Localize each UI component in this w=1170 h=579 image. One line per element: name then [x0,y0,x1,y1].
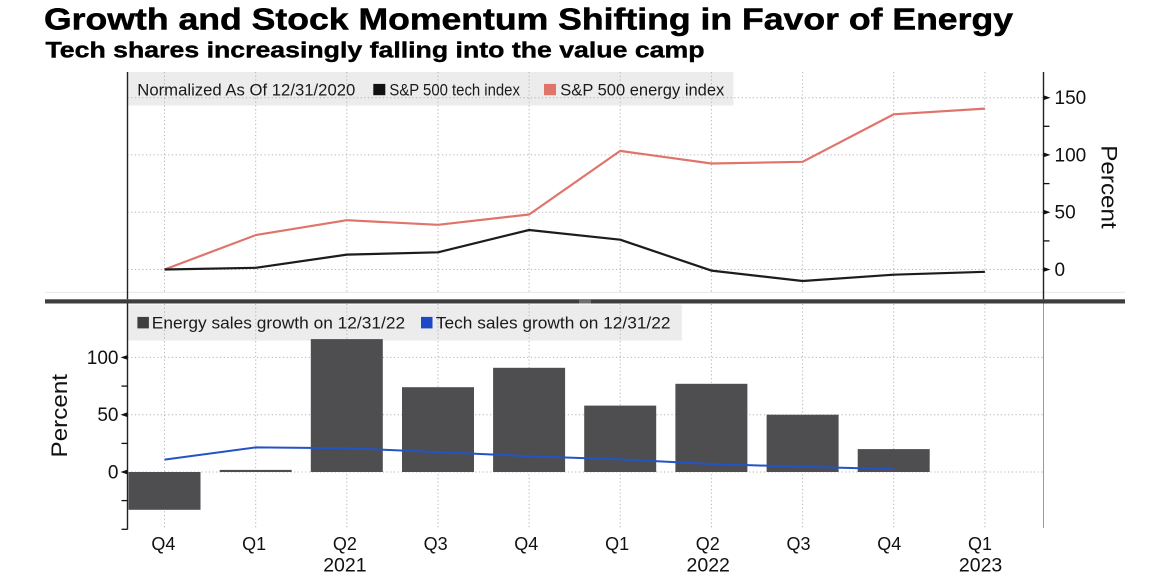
svg-text:Percent: Percent [47,374,72,458]
svg-text:Percent: Percent [1097,145,1122,229]
svg-text:Q2: Q2 [696,534,720,554]
svg-text:2021: 2021 [323,555,366,575]
svg-text:S&P 500 tech index: S&P 500 tech index [389,81,520,100]
svg-text:Q4: Q4 [514,534,538,554]
svg-text:Q1: Q1 [605,534,629,554]
svg-text:100: 100 [1055,145,1087,166]
svg-text:0: 0 [108,463,119,484]
svg-text:2023: 2023 [959,555,1002,575]
svg-text:50: 50 [97,405,118,426]
svg-text:Q4: Q4 [877,534,901,554]
svg-text:Q1: Q1 [242,534,266,554]
svg-text:Energy sales growth on 12/31/2: Energy sales growth on 12/31/22 [152,313,405,332]
svg-text:0: 0 [1055,260,1066,281]
svg-text:Growth and Stock Momentum Shif: Growth and Stock Momentum Shifting in Fa… [44,3,1013,37]
svg-text:2022: 2022 [687,555,730,575]
svg-text:100: 100 [87,348,119,369]
svg-text:Tech sales growth on 12/31/22: Tech sales growth on 12/31/22 [436,313,671,332]
svg-text:150: 150 [1055,88,1087,109]
svg-text:Q3: Q3 [424,534,448,554]
svg-text:50: 50 [1055,203,1076,224]
svg-text:Q4: Q4 [151,534,175,554]
svg-text:Tech shares increasingly falli: Tech shares increasingly falling into th… [46,38,705,63]
svg-text:S&P 500 energy index: S&P 500 energy index [560,81,724,100]
svg-text:Normalized As Of 12/31/2020: Normalized As Of 12/31/2020 [137,81,355,100]
svg-text:Q3: Q3 [786,534,810,554]
svg-text:Q2: Q2 [333,534,357,554]
svg-text:Q1: Q1 [968,534,992,554]
